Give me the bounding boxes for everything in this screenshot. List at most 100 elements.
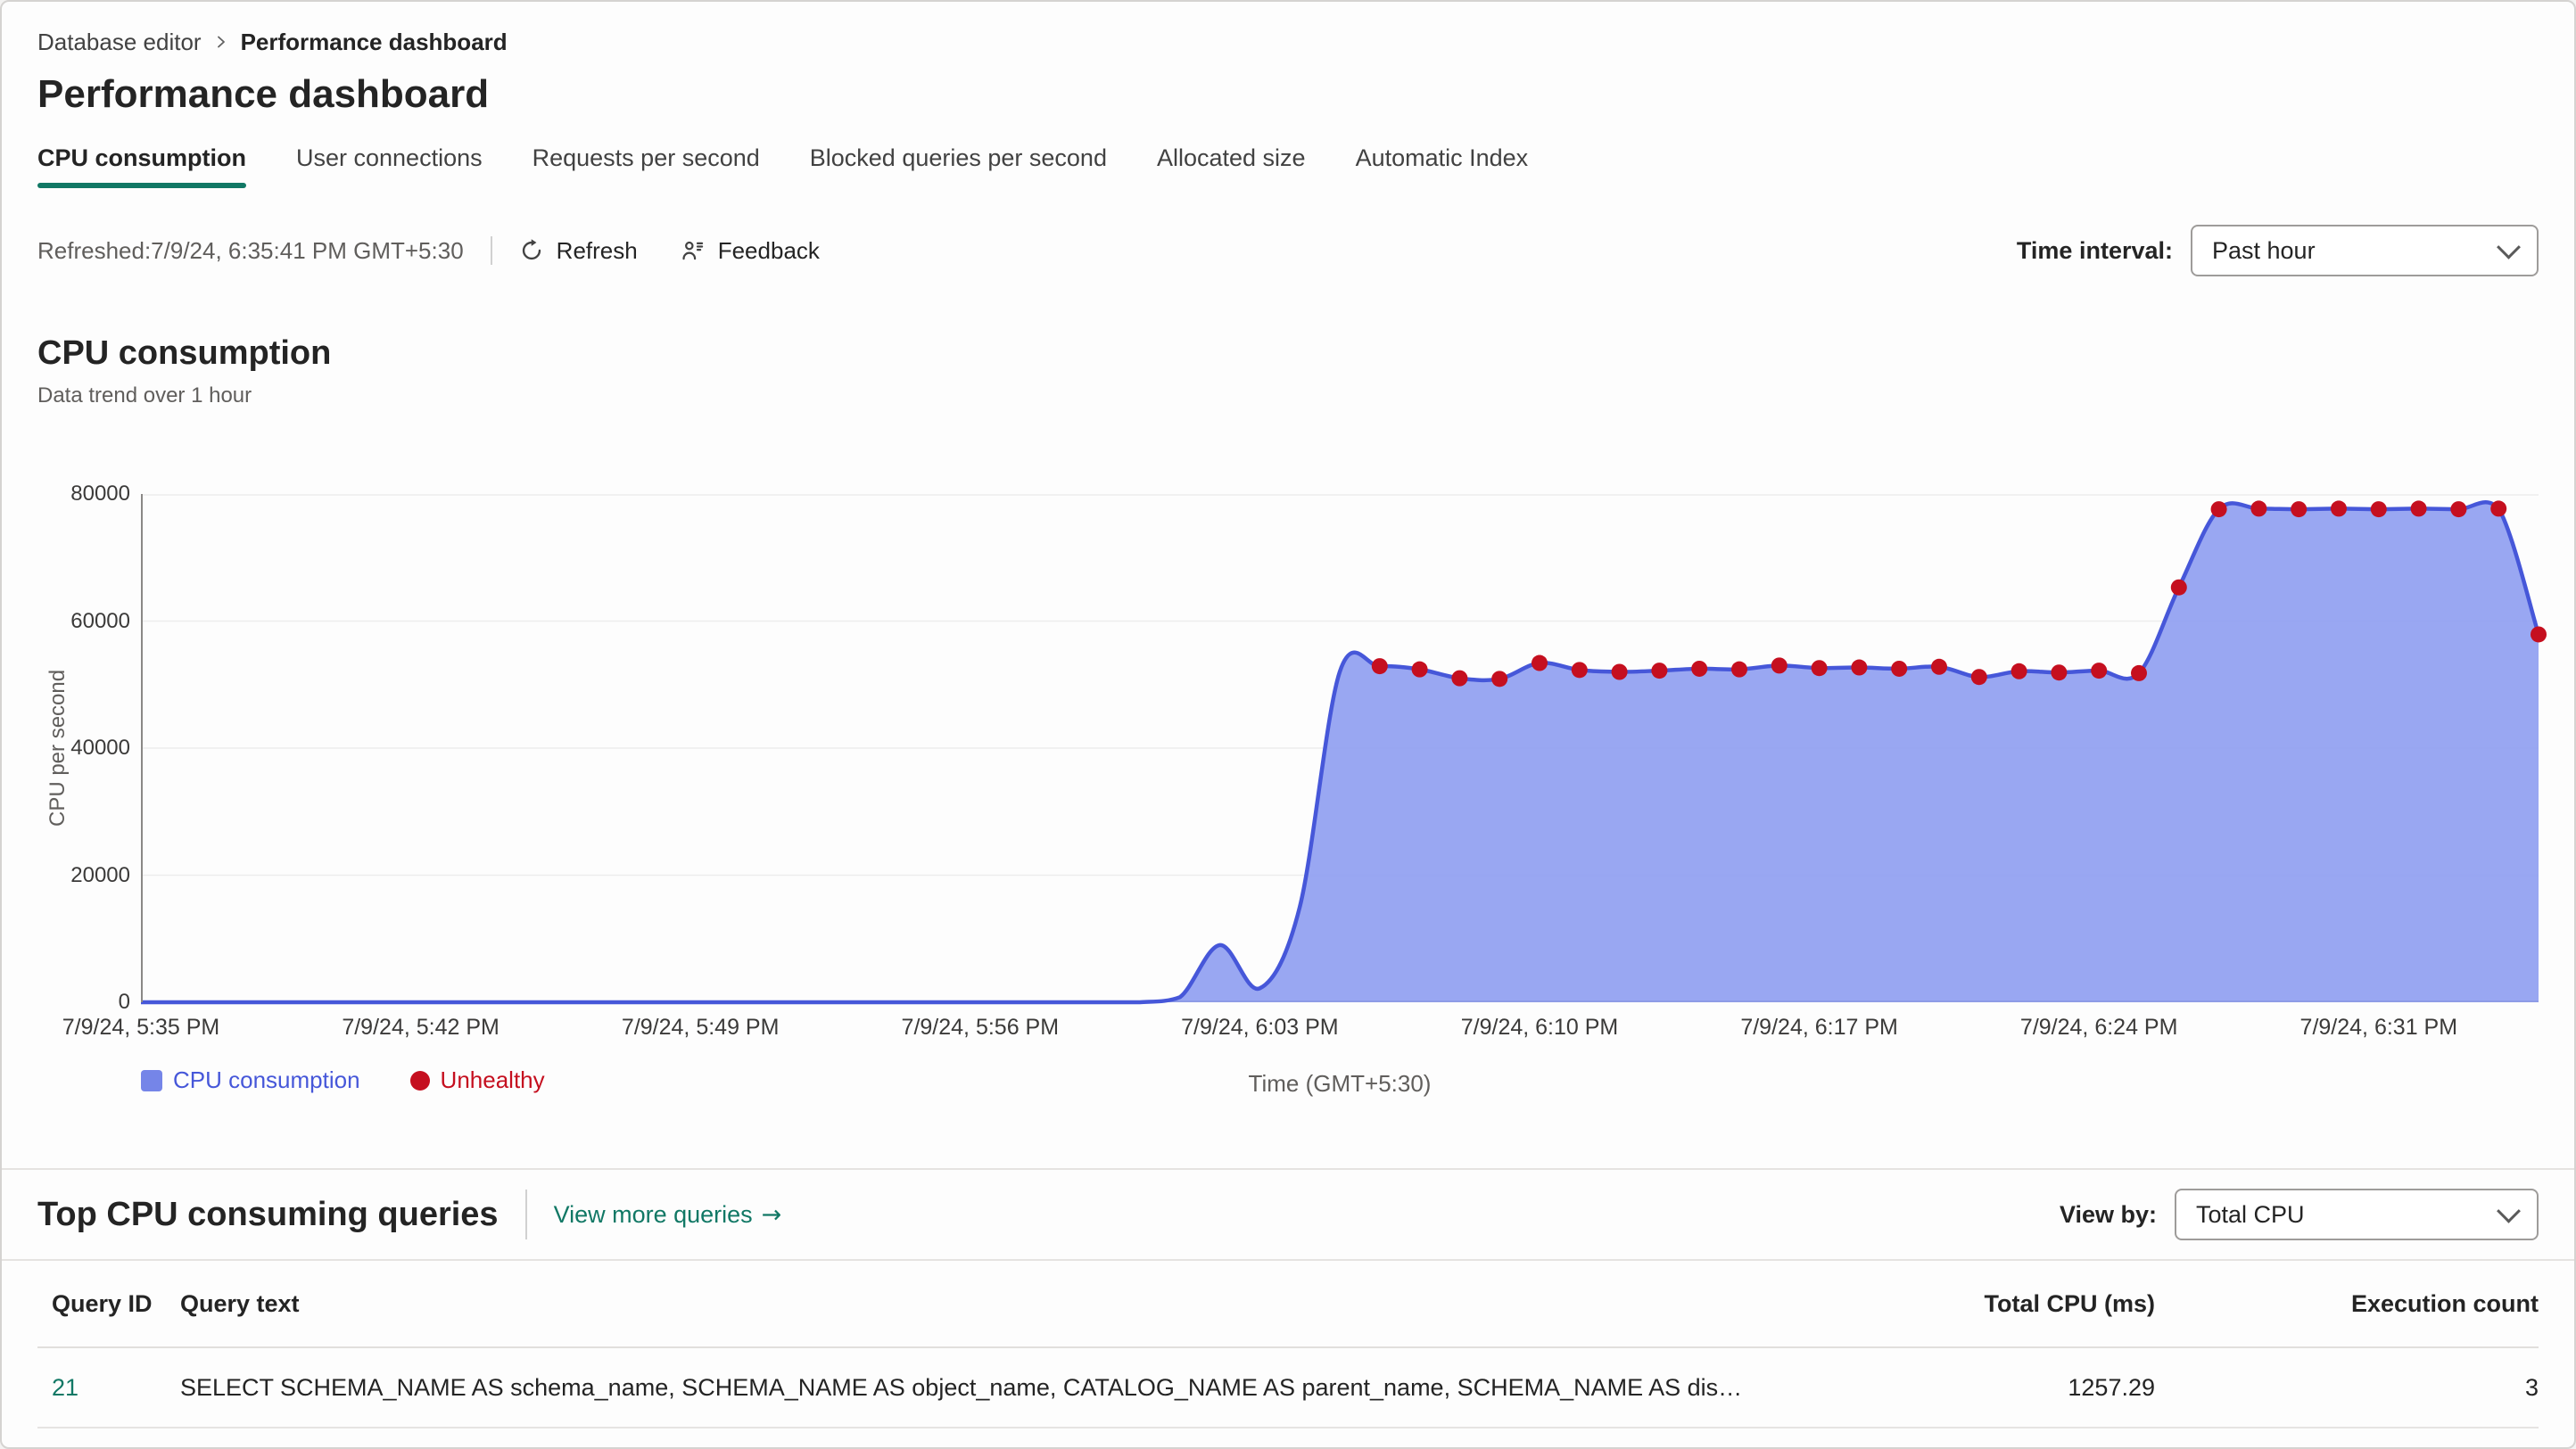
y-axis-tick-label: 60000 xyxy=(70,608,130,633)
unhealthy-point[interactable] xyxy=(1651,663,1668,679)
unhealthy-point[interactable] xyxy=(2370,501,2387,518)
page-title: Performance dashboard xyxy=(37,72,490,116)
tab-allocated-size[interactable]: Allocated size xyxy=(1156,144,1306,171)
tab-automatic-index[interactable]: Automatic Index xyxy=(1355,144,1529,171)
unhealthy-point[interactable] xyxy=(1491,671,1508,687)
total-cpu-value: 1257.29 xyxy=(2068,1373,2155,1401)
unhealthy-point[interactable] xyxy=(1891,660,1908,677)
queries-section-title: Top CPU consuming queries xyxy=(37,1195,499,1233)
column-execution-count: Execution count xyxy=(2350,1289,2539,1317)
execution-count-value: 3 xyxy=(2524,1373,2539,1401)
unhealthy-point[interactable] xyxy=(2490,500,2507,517)
unhealthy-point[interactable] xyxy=(2531,626,2547,643)
unhealthy-point[interactable] xyxy=(2410,500,2427,517)
unhealthy-point[interactable] xyxy=(1811,660,1828,677)
x-axis-tick-label: 7/9/24, 5:49 PM xyxy=(621,1015,780,1040)
unhealthy-point[interactable] xyxy=(2051,664,2068,681)
chart-plot-svg xyxy=(141,494,2547,1005)
tab-blocked-queries-per-second[interactable]: Blocked queries per second xyxy=(809,144,1107,171)
unhealthy-point[interactable] xyxy=(2010,663,2027,679)
chart-subtitle: Data trend over 1 hour xyxy=(37,383,252,408)
feedback-icon xyxy=(682,241,703,260)
chevron-down-icon xyxy=(2497,1198,2521,1223)
tab-user-connections[interactable]: User connections xyxy=(296,144,483,171)
legend-label-cpu: CPU consumption xyxy=(173,1066,360,1093)
x-axis-tick-label: 7/9/24, 5:35 PM xyxy=(62,1015,220,1040)
query-id-link[interactable]: 21 xyxy=(52,1373,79,1401)
refresh-icon xyxy=(522,239,541,260)
column-query-text: Query text xyxy=(180,1289,300,1317)
vertical-divider xyxy=(490,236,492,265)
breadcrumb-database-editor[interactable]: Database editor xyxy=(37,28,202,55)
x-axis-tick-label: 7/9/24, 6:17 PM xyxy=(1740,1015,1898,1040)
y-axis-tick-label: 40000 xyxy=(70,736,130,760)
table-header: Query ID Query text Total CPU (ms) Execu… xyxy=(37,1261,2539,1348)
y-axis: 0 20000 40000 60000 80000 xyxy=(70,482,141,1014)
y-axis-tick-label: 80000 xyxy=(70,482,130,506)
unhealthy-point[interactable] xyxy=(2210,501,2227,518)
unhealthy-point[interactable] xyxy=(2291,501,2308,518)
feedback-label: Feedback xyxy=(717,236,820,264)
refresh-label: Refresh xyxy=(556,236,638,264)
column-total-cpu: Total CPU (ms) xyxy=(1984,1289,2155,1317)
x-axis-tick-label: 7/9/24, 6:24 PM xyxy=(2019,1015,2178,1040)
chevron-right-icon xyxy=(217,36,225,48)
refresh-button[interactable]: Refresh xyxy=(519,237,638,265)
section-divider xyxy=(2,1259,2574,1261)
unhealthy-point[interactable] xyxy=(1371,658,1388,675)
chart-area: CPU per second 0 20000 40000 60000 80000 xyxy=(37,482,2547,1014)
unhealthy-point[interactable] xyxy=(2091,663,2108,679)
unhealthy-point[interactable] xyxy=(1532,655,1548,671)
unhealthy-point[interactable] xyxy=(1691,660,1708,677)
refreshed-timestamp: Refreshed:7/9/24, 6:35:41 PM GMT+5:30 xyxy=(37,236,464,264)
query-text: SELECT SCHEMA_NAME AS schema_name, SCHEM… xyxy=(180,1373,1757,1401)
unhealthy-point[interactable] xyxy=(2250,500,2267,517)
unhealthy-point[interactable] xyxy=(1771,657,1788,674)
tab-cpu-consumption[interactable]: CPU consumption xyxy=(37,144,246,188)
view-more-label: View more queries xyxy=(553,1200,753,1228)
x-axis-tick-label: 7/9/24, 5:56 PM xyxy=(901,1015,1060,1040)
time-interval-value: Past hour xyxy=(2212,236,2316,264)
x-axis-tick-label: 7/9/24, 5:42 PM xyxy=(342,1015,500,1040)
series-line xyxy=(141,500,2541,1005)
unhealthy-point[interactable] xyxy=(1411,661,1428,678)
chart-section-title: CPU consumption xyxy=(37,334,332,372)
tab-requests-per-second[interactable]: Requests per second xyxy=(532,144,760,171)
x-axis-tick-label: 7/9/24, 6:10 PM xyxy=(1460,1015,1619,1040)
x-axis-tick-label: 7/9/24, 6:03 PM xyxy=(1181,1015,1339,1040)
x-axis-title: Time (GMT+5:30) xyxy=(1248,1070,1432,1097)
cpu-consumption-chart[interactable] xyxy=(141,494,2547,1005)
feedback-button[interactable]: Feedback xyxy=(681,237,820,265)
unhealthy-point[interactable] xyxy=(2170,579,2187,596)
x-axis-tick-label: 7/9/24, 6:31 PM xyxy=(2299,1015,2458,1040)
unhealthy-point[interactable] xyxy=(2331,500,2347,517)
unhealthy-point[interactable] xyxy=(2131,664,2147,681)
unhealthy-point[interactable] xyxy=(1731,661,1747,678)
view-by-label: View by: xyxy=(2059,1200,2157,1228)
toolbar: Refreshed:7/9/24, 6:35:41 PM GMT+5:30 Re… xyxy=(37,224,2539,277)
unhealthy-point[interactable] xyxy=(1451,670,1468,687)
legend-swatch-cpu xyxy=(141,1069,162,1091)
chevron-down-icon xyxy=(2497,235,2521,259)
area-fill xyxy=(141,502,2539,1002)
unhealthy-point[interactable] xyxy=(1970,669,1987,686)
legend-item-cpu: CPU consumption xyxy=(141,1066,360,1094)
unhealthy-point[interactable] xyxy=(2450,501,2467,518)
unhealthy-point[interactable] xyxy=(1931,658,1947,675)
y-axis-tick-label: 0 xyxy=(118,990,130,1014)
tab-bar: CPU consumption User connections Request… xyxy=(37,144,2539,188)
unhealthy-point[interactable] xyxy=(1611,663,1628,680)
view-by-dropdown[interactable]: Total CPU xyxy=(2175,1189,2539,1240)
unhealthy-point[interactable] xyxy=(1851,659,1868,676)
breadcrumb: Database editor Performance dashboard xyxy=(37,2,2539,57)
x-axis: 7/9/24, 5:35 PM 7/9/24, 5:42 PM 7/9/24, 5:… xyxy=(62,1015,2539,1043)
section-divider xyxy=(2,1168,2574,1170)
column-query-id: Query ID xyxy=(52,1289,153,1317)
y-axis-tick-label: 20000 xyxy=(70,862,130,887)
view-by-value: Total CPU xyxy=(2196,1200,2305,1228)
view-more-queries-link[interactable]: View more queries → xyxy=(554,1201,782,1229)
table-row[interactable]: 21 SELECT SCHEMA_NAME AS schema_name, SC… xyxy=(37,1348,2539,1428)
time-interval-dropdown[interactable]: Past hour xyxy=(2191,225,2539,276)
unhealthy-point[interactable] xyxy=(1571,662,1588,679)
